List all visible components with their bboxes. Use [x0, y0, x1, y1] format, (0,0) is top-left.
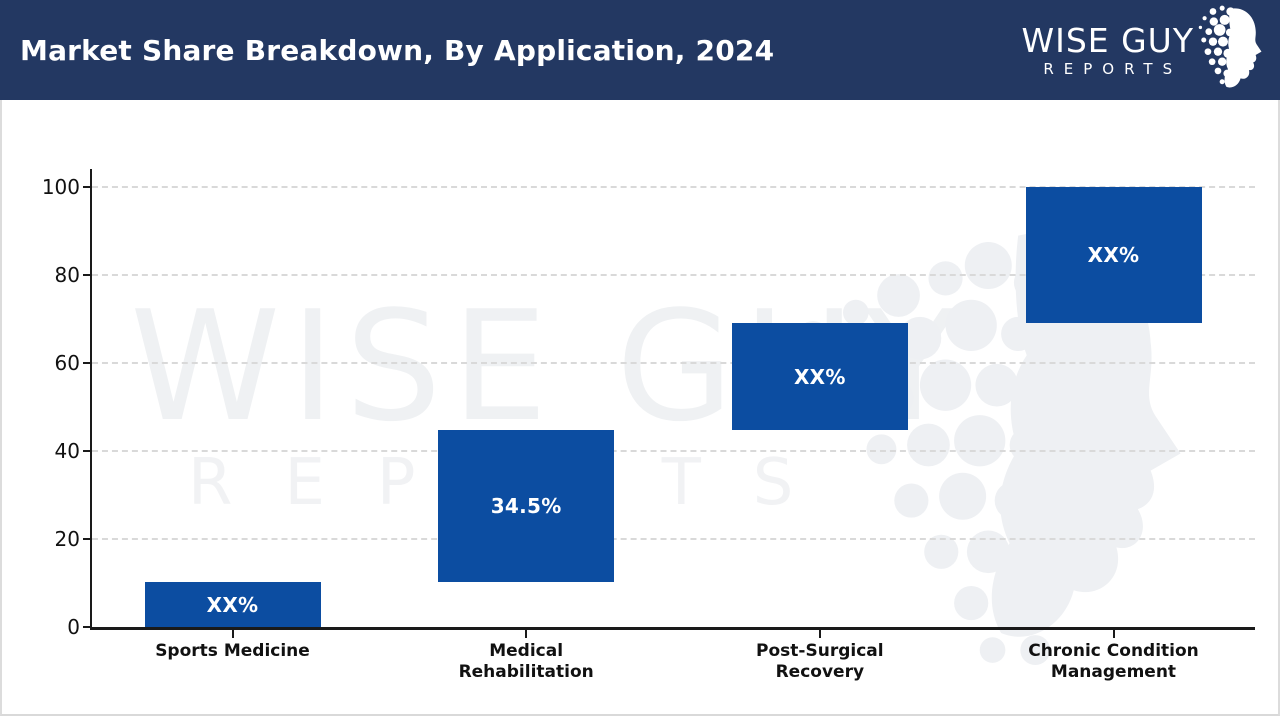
- y-tick-mark: [83, 538, 90, 540]
- face-dots-icon: [1198, 5, 1262, 88]
- x-tick-mark: [231, 630, 234, 638]
- gridline-y100: [92, 186, 1255, 188]
- gridline-y20: [92, 538, 1255, 540]
- y-tick-label: 0: [67, 615, 80, 639]
- gridline-y80: [92, 274, 1255, 276]
- x-tick-mark: [818, 630, 821, 638]
- logo-text: WISE GUY REPORTS: [1021, 20, 1194, 78]
- chart-title: Market Share Breakdown, By Application, …: [20, 33, 775, 67]
- y-tick-mark: [83, 626, 90, 628]
- bar-value-label: XX%: [206, 592, 259, 617]
- gridline-y40: [92, 450, 1255, 452]
- y-tick-label: 80: [54, 263, 80, 287]
- bar-value-label: 34.5%: [490, 494, 562, 519]
- bar-value-label: XX%: [1087, 242, 1140, 267]
- y-tick-label: 100: [41, 175, 80, 199]
- wiseguy-logo: WISE GUY REPORTS: [1021, 4, 1266, 96]
- bar-segment: XX%: [1025, 187, 1202, 323]
- category-label: Medical Rehabilitation: [458, 641, 594, 682]
- logo-subtitle: REPORTS: [1043, 59, 1183, 78]
- y-tick-mark: [83, 186, 90, 188]
- logo-wordmark: WISE GUY: [1021, 20, 1194, 60]
- bar-segment: XX%: [731, 322, 908, 431]
- header-bar: Market Share Breakdown, By Application, …: [0, 0, 1280, 100]
- y-axis-spine: [90, 169, 92, 629]
- y-tick-label: 60: [54, 351, 80, 375]
- category-label: Chronic Condition Management: [1028, 641, 1199, 682]
- x-tick-mark: [1112, 630, 1115, 638]
- category-label: Sports Medicine: [155, 641, 310, 661]
- category-label: Post-Surgical Recovery: [756, 641, 884, 682]
- y-tick-mark: [83, 450, 90, 452]
- bar-value-label: XX%: [793, 364, 846, 389]
- x-tick-mark: [525, 630, 528, 638]
- bar-segment: 34.5%: [438, 430, 615, 583]
- y-tick-label: 40: [54, 439, 80, 463]
- x-axis-line: [90, 627, 1255, 630]
- y-tick-mark: [83, 274, 90, 276]
- gridline-y60: [92, 362, 1255, 364]
- y-tick-mark: [83, 362, 90, 364]
- bar-segment: XX%: [144, 582, 321, 627]
- y-tick-label: 20: [54, 527, 80, 551]
- plot-area: 0 20 40 60 80 100 XX% Sports Medicine 34.5% Medic…: [2, 100, 1280, 716]
